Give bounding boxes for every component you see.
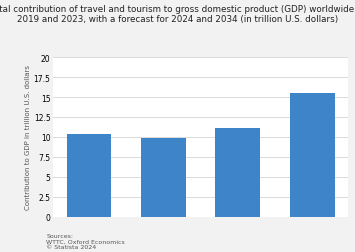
Bar xyxy=(141,138,186,217)
Text: Total contribution of travel and tourism to gross domestic product (GDP) worldwi: Total contribution of travel and tourism… xyxy=(0,5,355,24)
Text: Sources:
WTTC, Oxford Economics
© Statista 2024: Sources: WTTC, Oxford Economics © Statis… xyxy=(46,233,125,249)
Y-axis label: Contribution to GDP in trillion U.S. dollars: Contribution to GDP in trillion U.S. dol… xyxy=(25,65,31,210)
Bar xyxy=(215,129,260,217)
Bar xyxy=(67,135,111,217)
Bar xyxy=(290,94,334,217)
